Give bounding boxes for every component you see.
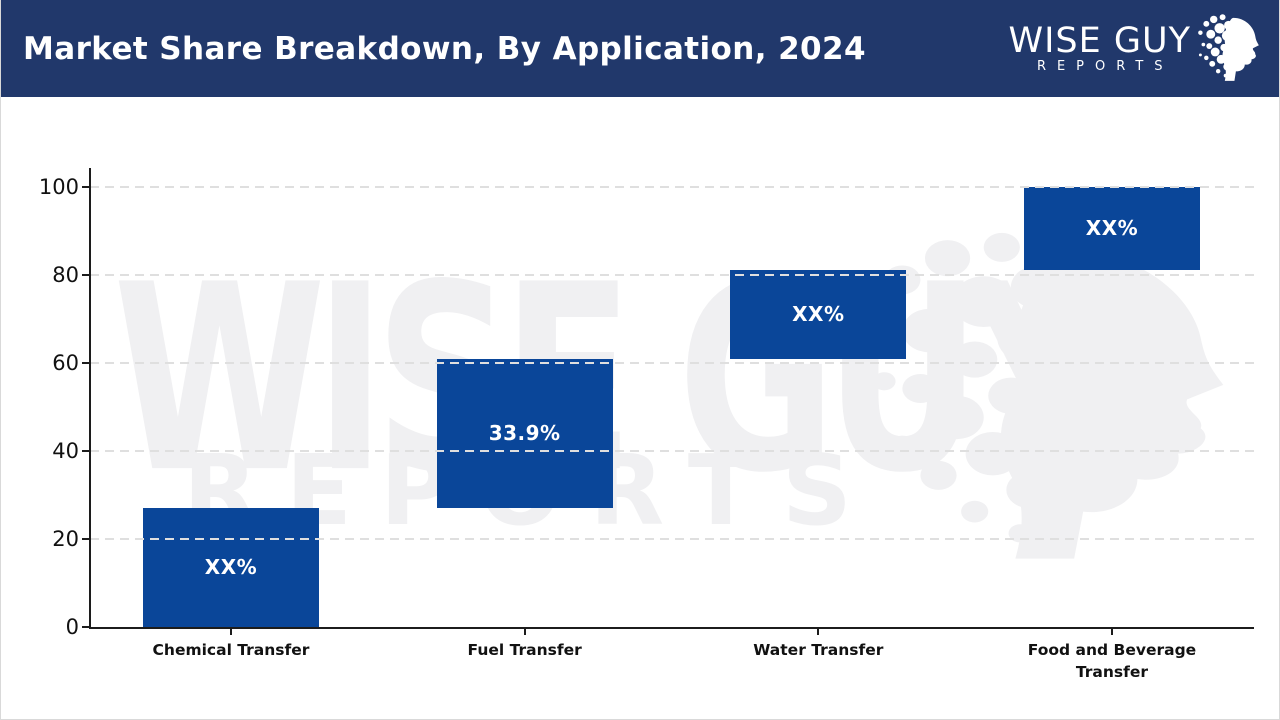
y-tick-label: 60	[52, 351, 79, 375]
x-axis-category-label: Chemical Transfer	[152, 641, 310, 659]
y-tick-label: 80	[52, 263, 79, 287]
y-tick-label: 20	[52, 527, 79, 551]
x-tick-mark	[523, 628, 526, 635]
x-tick-mark	[230, 628, 232, 635]
wiseguy-logo: WISE GUY REPORTS	[1008, 8, 1267, 90]
logo-brand-subname: REPORTS	[1036, 59, 1174, 75]
x-tick-mark	[817, 628, 820, 635]
gridline	[90, 362, 1254, 364]
page-title: Market Share Breakdown, By Application, …	[23, 30, 866, 67]
y-tick-mark	[82, 450, 90, 452]
gridline	[90, 450, 1254, 452]
x-tick-mark	[1111, 628, 1113, 635]
x-axis-line	[89, 627, 1254, 629]
bar-segment: XX%	[730, 269, 907, 359]
gridline	[90, 274, 1254, 276]
y-tick-label: 40	[52, 439, 79, 463]
bar-segment: XX%	[1024, 187, 1200, 270]
x-axis-category-label: Fuel Transfer	[467, 641, 582, 659]
y-tick-mark	[82, 538, 90, 540]
y-tick-mark	[82, 362, 90, 364]
bar-value-label: XX%	[792, 302, 845, 327]
bar-value-label: XX%	[1085, 216, 1139, 241]
y-axis-line	[89, 168, 91, 629]
x-axis-category-label: Water Transfer	[753, 641, 884, 659]
bar-segment: XX%	[143, 507, 319, 627]
gridline	[90, 538, 1254, 540]
y-tick-mark	[82, 274, 90, 276]
logo-brand-name: WISE GUY	[1008, 20, 1191, 61]
wiseguy-logo-face-icon	[1198, 13, 1259, 81]
wiseguy-logo-text: WISE GUY REPORTS	[1008, 20, 1191, 75]
bar-value-label: XX%	[204, 555, 258, 580]
header-bar: Market Share Breakdown, By Application, …	[1, 0, 1279, 97]
y-tick-label: 0	[65, 615, 79, 639]
y-tick-mark	[82, 186, 90, 188]
gridline	[90, 186, 1254, 188]
y-tick-label: 100	[38, 175, 79, 199]
x-axis-category-label: Food and Beverage Transfer	[1027, 641, 1197, 681]
bar-value-label: 33.9%	[488, 421, 561, 446]
y-tick-mark	[82, 626, 90, 628]
bar-segment: 33.9%	[436, 358, 613, 508]
